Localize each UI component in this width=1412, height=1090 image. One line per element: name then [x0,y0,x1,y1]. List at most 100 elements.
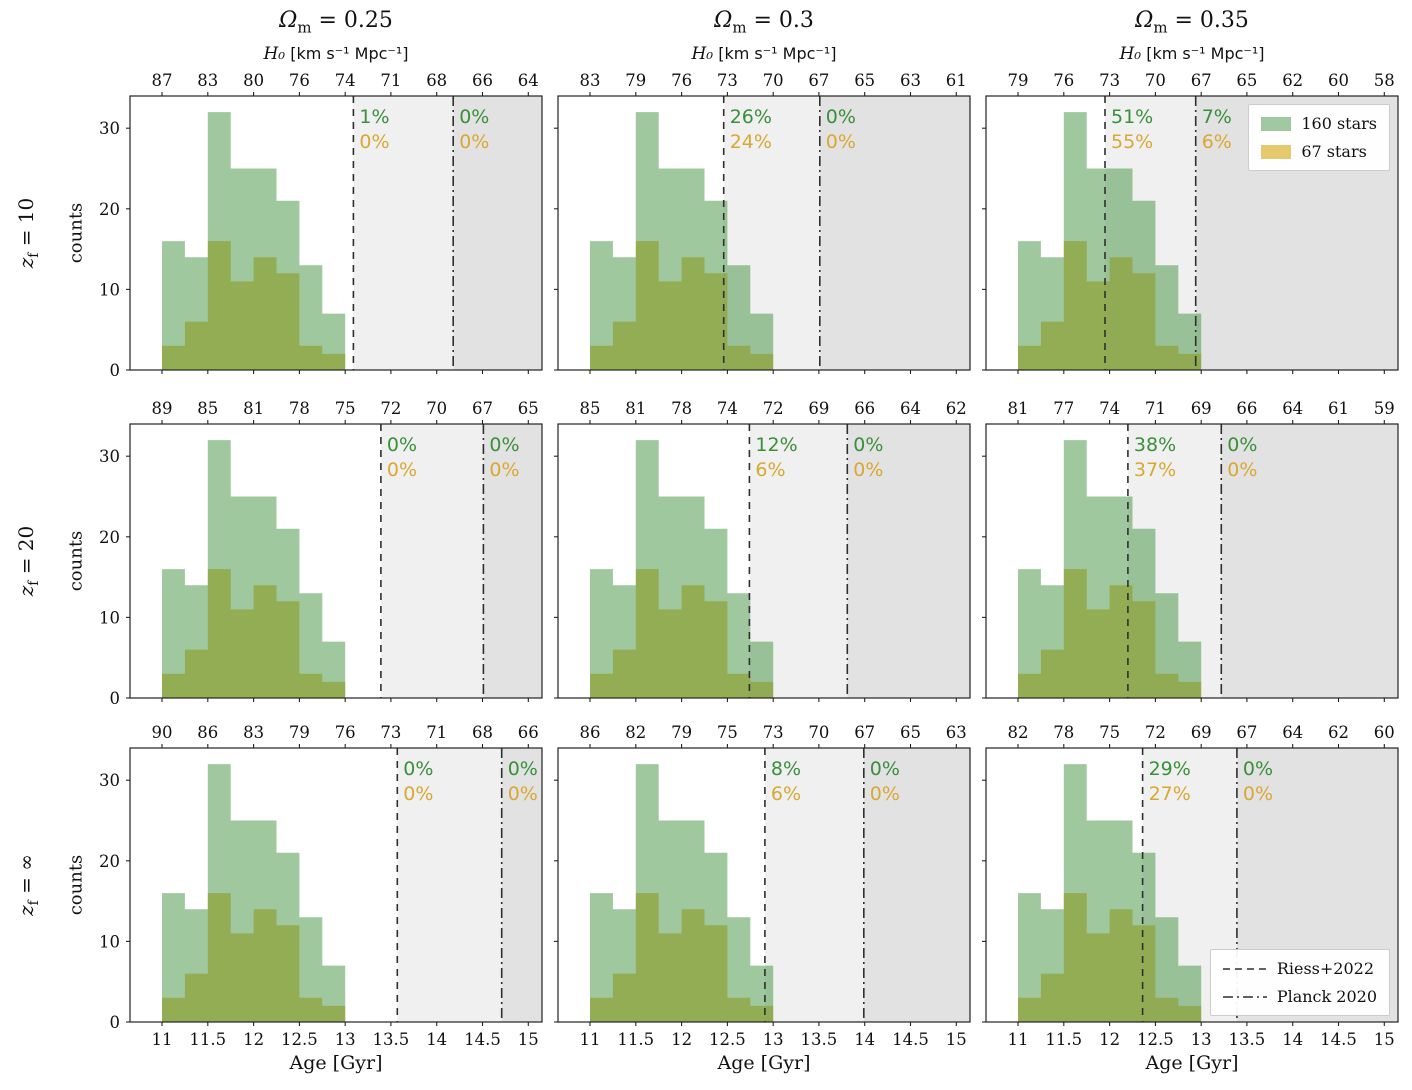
age-axis-label-col3: Age [Gyr] [1145,1052,1239,1074]
region-beyond-planck [863,748,970,1022]
h0-tick-label: 85 [580,399,601,418]
h0-tick-label: 63 [900,71,921,90]
z-subscript: f [26,580,42,586]
h0-tick-label: 70 [426,399,447,418]
h0-tick-label: 81 [625,399,646,418]
h0-tick-label: 62 [1328,723,1349,742]
planck-pct-yellow: 0% [826,131,856,153]
age-tick-label: 15 [946,1030,967,1049]
h0-tick-label: 69 [808,399,829,418]
h0-tick-label: 87 [152,71,173,90]
omega-symbol: Ω [1135,8,1154,33]
planck-pct-yellow: 0% [1227,459,1257,481]
planck-pct-yellow: 0% [459,131,489,153]
age-tick-label: 15 [1374,1030,1395,1049]
row-label-zf10: zf = 10 [14,198,42,269]
h0-tick-label: 65 [1236,71,1257,90]
h0-tick-label: 60 [1374,723,1395,742]
h0-axis-label-col3: H₀ [km s⁻¹ Mpc⁻¹] [1119,44,1264,64]
h0-units: [km s⁻¹ Mpc⁻¹] [713,44,837,63]
riess-pct-yellow: 0% [403,783,433,805]
riess-pct-yellow: 37% [1134,459,1176,481]
planck-pct-green: 0% [459,106,489,128]
age-axis-label-col2: Age [Gyr] [717,1052,811,1074]
h0-tick-label: 74 [335,71,356,90]
counts-tick-label: 20 [99,200,120,219]
h0-tick-label: 66 [518,723,539,742]
dashed-line-icon [1222,967,1267,970]
panel-frame [557,747,971,1023]
riess-pct-yellow: 27% [1149,783,1191,805]
h0-tick-label: 59 [1374,399,1395,418]
age-tick-label: 11.5 [189,1030,226,1049]
column-title-omega-03: Ωm = 0.3 [714,8,814,36]
region-between-lines [380,424,484,698]
planck-pct-yellow: 0% [1243,783,1273,805]
dashdot-line-icon [1222,995,1267,998]
h0-tick-label: 81 [1008,399,1029,418]
counts-tick-label: 0 [110,1013,121,1032]
riess-pct-yellow: 6% [755,459,785,481]
h0-tick-label: 82 [625,723,646,742]
counts-axis-label-row1: counts [65,202,87,264]
legend-item-67-stars: 67 stars [1261,142,1377,161]
h0-tick-label: 68 [426,71,447,90]
hist-160-stars [1018,440,1202,698]
age-tick-label: 14.5 [464,1030,501,1049]
age-tick-label: 14 [854,1030,875,1049]
h0-tick-label: 80 [243,71,264,90]
h0-tick-label: 72 [1145,723,1166,742]
hist-160-stars [1018,112,1202,370]
h0-tick-label: 75 [717,723,738,742]
h0-tick-label: 73 [1099,71,1120,90]
h0-units: [km s⁻¹ Mpc⁻¹] [285,44,409,63]
h0-tick-label: 75 [1099,723,1120,742]
h0-tick-label: 79 [671,723,692,742]
legend-item-planck: Planck 2020 [1222,987,1377,1006]
h0-tick-label: 76 [289,71,310,90]
h0-tick-label: 65 [900,723,921,742]
region-between-lines [397,748,502,1022]
riess-pct-green: 0% [403,758,433,780]
h0-tick-label: 79 [289,723,310,742]
omega-value: = 0.35 [1167,8,1249,33]
age-tick-label: 11.5 [1045,1030,1082,1049]
h0-tick-label: 74 [1099,399,1120,418]
age-tick-label: 14 [1282,1030,1303,1049]
h0-tick-label: 76 [1053,71,1074,90]
age-tick-label: 14.5 [892,1030,929,1049]
h0-tick-label: 72 [763,399,784,418]
z-symbol: z [14,585,38,597]
age-tick-label: 11 [152,1030,173,1049]
riess-pct-yellow: 0% [359,131,389,153]
row-label-zf-inf: zf = ∞ [14,854,42,916]
h0-tick-label: 68 [472,723,493,742]
hist-160-stars [162,440,346,698]
column-title-omega-035: Ωm = 0.35 [1135,8,1249,36]
region-beyond-planck [483,424,542,698]
riess-pct-green: 12% [755,434,797,456]
planck-pct-yellow: 6% [1202,131,1232,153]
region-beyond-planck [819,96,970,370]
counts-tick-label: 10 [99,608,120,627]
h0-tick-label: 70 [1145,71,1166,90]
counts-tick-label: 10 [99,932,120,951]
age-tick-label: 13.5 [373,1030,410,1049]
counts-tick-label: 20 [99,852,120,871]
riess-pct-green: 29% [1149,758,1191,780]
z-value: = 20 [14,525,38,581]
h0-tick-label: 67 [854,723,875,742]
age-tick-label: 11.5 [617,1030,654,1049]
counts-tick-label: 30 [99,447,120,466]
region-between-lines [353,96,454,370]
h0-tick-label: 78 [289,399,310,418]
h0-axis-label-col1: H₀ [km s⁻¹ Mpc⁻¹] [263,44,408,64]
h0-tick-label: 75 [335,399,356,418]
omega-symbol: Ω [714,8,733,33]
panel-r3c1: 0% 0% 0% 0% 90 11 86 11.5 83 12 79 12.5 76 13 73 13.5 71… [99,723,543,1049]
h0-tick-label: 64 [1282,723,1303,742]
age-tick-label: 12 [1099,1030,1120,1049]
region-beyond-planck [847,424,970,698]
h0-tick-label: 76 [671,71,692,90]
